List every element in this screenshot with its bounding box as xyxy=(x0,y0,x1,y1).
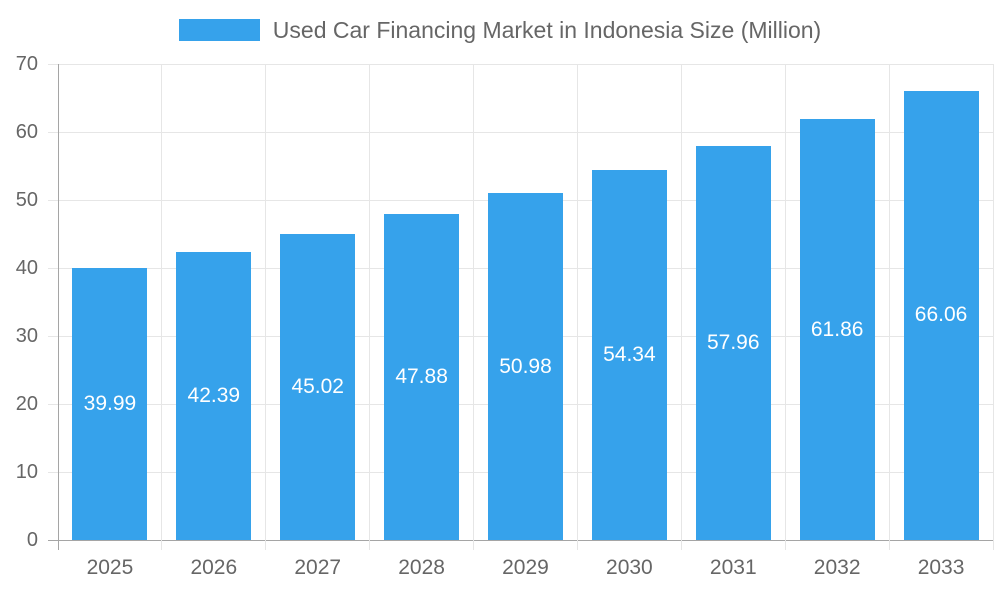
x-gridline xyxy=(680,64,682,540)
x-tick-label: 2031 xyxy=(709,556,757,579)
x-tick xyxy=(473,540,475,550)
x-tick xyxy=(784,540,786,550)
bar-value-label: 61.86 xyxy=(810,317,864,341)
y-tick xyxy=(48,267,58,269)
x-gridline xyxy=(161,64,163,540)
x-gridline xyxy=(888,64,890,540)
y-tick-label: 40 xyxy=(15,257,38,279)
x-tick xyxy=(265,540,267,550)
x-gridline xyxy=(473,64,475,540)
x-tick-label: 2025 xyxy=(86,556,134,579)
legend-label: Used Car Financing Market in Indonesia S… xyxy=(272,17,822,43)
bar-value-label: 42.39 xyxy=(187,383,241,407)
x-tick-label: 2030 xyxy=(606,556,653,579)
y-tick-label: 50 xyxy=(15,189,38,211)
bar-value-label: 54.34 xyxy=(603,343,656,367)
bar-value-label: 66.06 xyxy=(914,303,968,327)
y-tick xyxy=(48,199,58,201)
x-tick-label: 2029 xyxy=(502,556,549,579)
y-gridline xyxy=(58,131,993,133)
y-tick-label: 10 xyxy=(15,461,38,483)
y-tick xyxy=(48,131,58,133)
x-tick xyxy=(576,540,578,550)
bar-value-label: 47.88 xyxy=(395,365,448,389)
y-tick xyxy=(48,335,58,337)
y-gridline xyxy=(58,63,993,65)
x-tick xyxy=(680,540,682,550)
legend-swatch xyxy=(178,19,260,41)
x-tick xyxy=(992,540,994,550)
chart-legend[interactable]: Used Car Financing Market in Indonesia S… xyxy=(0,16,1000,44)
y-tick-label: 70 xyxy=(15,53,38,75)
x-tick-label: 2032 xyxy=(813,556,861,579)
bar[interactable]: 66.06 xyxy=(903,90,979,540)
bar[interactable]: 54.34 xyxy=(591,170,667,540)
bar[interactable]: 47.88 xyxy=(384,214,460,540)
x-gridline xyxy=(992,64,994,540)
x-tick xyxy=(888,540,890,550)
bar[interactable]: 42.39 xyxy=(176,251,252,540)
y-tick xyxy=(48,403,58,405)
bar-value-label: 39.99 xyxy=(83,392,137,416)
x-tick xyxy=(161,540,163,550)
y-tick-label: 60 xyxy=(15,121,38,143)
bar[interactable]: 45.02 xyxy=(280,233,356,540)
bar-value-label: 57.96 xyxy=(706,330,760,354)
x-tick-label: 2027 xyxy=(294,556,342,579)
x-tick-label: 2028 xyxy=(398,556,445,579)
x-gridline xyxy=(369,64,371,540)
y-tick xyxy=(48,539,58,541)
x-tick xyxy=(369,540,371,550)
y-tick xyxy=(48,63,58,65)
bar-value-label: 50.98 xyxy=(499,354,552,378)
bar[interactable]: 39.99 xyxy=(72,268,148,540)
x-gridline xyxy=(265,64,267,540)
x-gridline xyxy=(784,64,786,540)
bar[interactable]: 61.86 xyxy=(799,119,875,540)
y-tick-label: 0 xyxy=(26,529,38,551)
x-tick xyxy=(57,540,59,550)
y-tick xyxy=(48,471,58,473)
bar[interactable]: 57.96 xyxy=(695,145,771,540)
y-gridline xyxy=(58,539,993,541)
bar-value-label: 45.02 xyxy=(291,374,344,398)
x-gridline xyxy=(576,64,578,540)
x-gridline xyxy=(57,64,59,540)
y-tick-label: 30 xyxy=(15,325,38,347)
bar[interactable]: 50.98 xyxy=(488,193,563,540)
y-tick-label: 20 xyxy=(15,393,38,415)
x-tick-label: 2026 xyxy=(190,556,238,579)
x-tick-label: 2033 xyxy=(917,556,965,579)
